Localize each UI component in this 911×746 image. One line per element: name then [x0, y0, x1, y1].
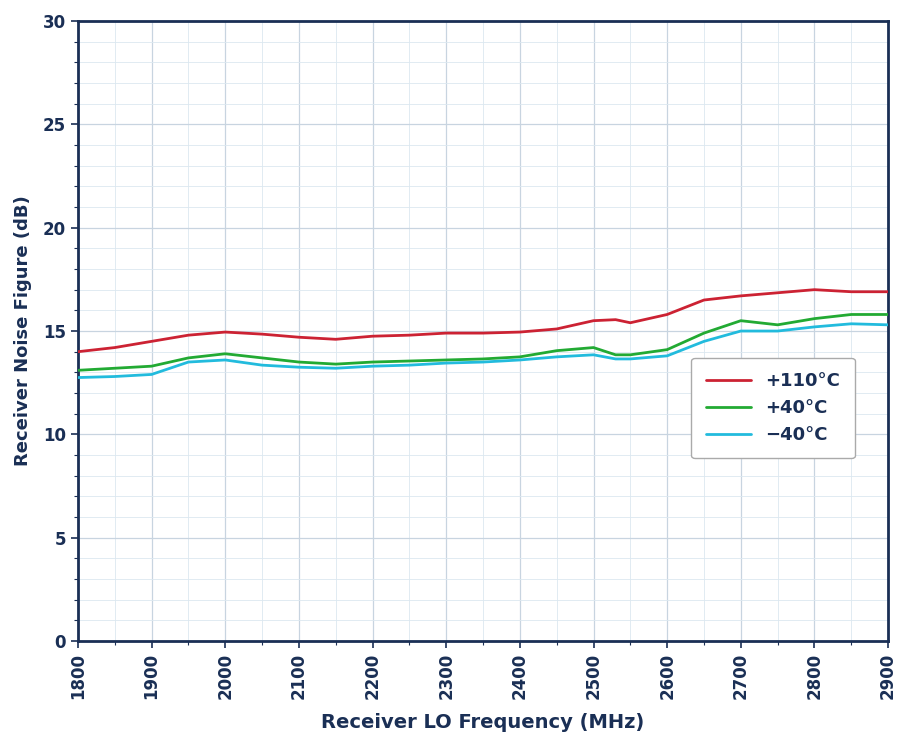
+40°C	[883, 310, 894, 319]
+40°C	[441, 356, 452, 365]
+110°C	[588, 316, 599, 325]
−40°C	[220, 356, 230, 365]
+110°C	[404, 330, 415, 339]
+40°C	[699, 329, 710, 338]
+110°C	[146, 337, 157, 346]
+40°C	[773, 320, 783, 329]
+40°C	[331, 360, 342, 369]
+110°C	[183, 330, 194, 339]
−40°C	[515, 356, 526, 365]
+110°C	[220, 327, 230, 336]
+110°C	[610, 315, 621, 324]
−40°C	[625, 354, 636, 363]
+40°C	[183, 354, 194, 363]
−40°C	[257, 360, 268, 369]
−40°C	[441, 359, 452, 368]
+110°C	[441, 329, 452, 338]
+40°C	[293, 357, 304, 366]
+40°C	[146, 362, 157, 371]
+110°C	[845, 287, 856, 296]
−40°C	[773, 327, 783, 336]
+110°C	[883, 287, 894, 296]
−40°C	[367, 362, 378, 371]
+40°C	[610, 351, 621, 360]
+110°C	[73, 347, 84, 356]
−40°C	[661, 351, 672, 360]
+40°C	[515, 352, 526, 361]
Line: −40°C: −40°C	[78, 324, 888, 377]
+110°C	[477, 329, 488, 338]
+40°C	[220, 349, 230, 358]
Line: +110°C: +110°C	[78, 289, 888, 351]
+110°C	[257, 330, 268, 339]
−40°C	[588, 351, 599, 360]
+110°C	[809, 285, 820, 294]
+110°C	[293, 333, 304, 342]
−40°C	[146, 370, 157, 379]
+110°C	[625, 319, 636, 327]
+110°C	[515, 327, 526, 336]
Y-axis label: Receiver Noise Figure (dB): Receiver Noise Figure (dB)	[14, 195, 32, 466]
+110°C	[661, 310, 672, 319]
−40°C	[404, 360, 415, 369]
+110°C	[699, 295, 710, 304]
+110°C	[735, 292, 746, 301]
+40°C	[735, 316, 746, 325]
+110°C	[773, 288, 783, 297]
+40°C	[257, 354, 268, 363]
+40°C	[661, 345, 672, 354]
X-axis label: Receiver LO Frequency (MHz): Receiver LO Frequency (MHz)	[322, 713, 645, 732]
+40°C	[477, 354, 488, 363]
−40°C	[477, 357, 488, 366]
−40°C	[293, 363, 304, 372]
−40°C	[109, 372, 120, 381]
Legend: +110°C, +40°C, −40°C: +110°C, +40°C, −40°C	[691, 357, 855, 459]
+40°C	[73, 366, 84, 374]
+110°C	[109, 343, 120, 352]
−40°C	[551, 352, 562, 361]
−40°C	[73, 373, 84, 382]
+110°C	[331, 335, 342, 344]
+110°C	[367, 332, 378, 341]
−40°C	[845, 319, 856, 328]
−40°C	[883, 320, 894, 329]
+40°C	[809, 314, 820, 323]
−40°C	[735, 327, 746, 336]
−40°C	[610, 354, 621, 363]
+40°C	[109, 364, 120, 373]
+40°C	[588, 343, 599, 352]
+40°C	[551, 346, 562, 355]
Line: +40°C: +40°C	[78, 315, 888, 370]
−40°C	[699, 337, 710, 346]
−40°C	[809, 322, 820, 331]
+40°C	[845, 310, 856, 319]
+40°C	[367, 357, 378, 366]
−40°C	[331, 364, 342, 373]
−40°C	[183, 357, 194, 366]
+110°C	[551, 325, 562, 333]
+40°C	[404, 357, 415, 366]
+40°C	[625, 351, 636, 360]
